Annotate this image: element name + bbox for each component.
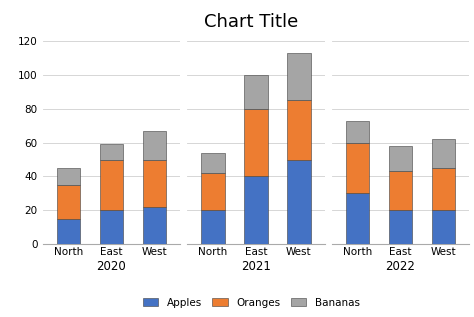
Bar	[346, 193, 369, 244]
Bar	[56, 168, 80, 185]
Bar	[244, 109, 268, 177]
Bar	[143, 159, 166, 207]
Bar	[287, 53, 311, 100]
Bar	[346, 143, 369, 193]
Bar	[100, 210, 123, 244]
Bar	[201, 153, 225, 173]
Legend: Apples, Oranges, Bananas: Apples, Oranges, Bananas	[138, 294, 364, 312]
Bar	[287, 100, 311, 159]
Bar	[201, 210, 225, 244]
Bar	[287, 159, 311, 244]
Bar	[100, 144, 123, 159]
X-axis label: 2021: 2021	[241, 260, 271, 273]
Bar	[143, 207, 166, 244]
Bar	[56, 185, 80, 219]
Bar	[389, 171, 412, 210]
Bar	[100, 159, 123, 210]
Text: Chart Title: Chart Title	[204, 13, 298, 31]
X-axis label: 2020: 2020	[97, 260, 127, 273]
Bar	[432, 210, 456, 244]
X-axis label: 2022: 2022	[385, 260, 415, 273]
Bar	[389, 210, 412, 244]
Bar	[432, 139, 456, 168]
Bar	[201, 173, 225, 210]
Bar	[346, 121, 369, 143]
Bar	[244, 75, 268, 109]
Bar	[143, 131, 166, 159]
Bar	[244, 177, 268, 244]
Bar	[389, 146, 412, 171]
Bar	[432, 168, 456, 210]
Bar	[56, 219, 80, 244]
